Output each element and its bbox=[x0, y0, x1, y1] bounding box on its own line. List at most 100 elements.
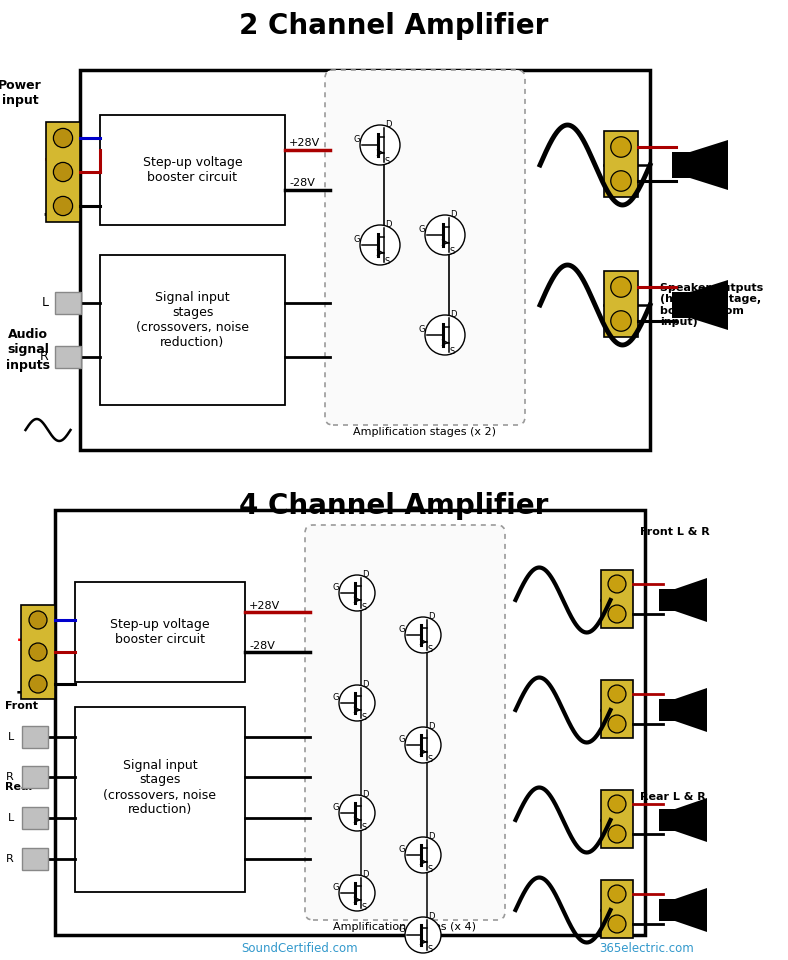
Text: Signal input
stages
(crossovers, noise
reduction): Signal input stages (crossovers, noise r… bbox=[136, 291, 249, 349]
FancyBboxPatch shape bbox=[55, 510, 645, 935]
Text: G: G bbox=[418, 325, 425, 334]
Text: G: G bbox=[333, 804, 339, 812]
Polygon shape bbox=[675, 888, 707, 932]
Text: G: G bbox=[418, 225, 425, 234]
Text: Amplification stages (x 2): Amplification stages (x 2) bbox=[354, 427, 496, 437]
Text: +28V: +28V bbox=[249, 601, 281, 611]
Text: G: G bbox=[399, 925, 405, 934]
Circle shape bbox=[360, 125, 400, 165]
Text: L: L bbox=[42, 297, 49, 309]
Circle shape bbox=[54, 129, 72, 148]
Text: G: G bbox=[333, 883, 339, 892]
Circle shape bbox=[608, 605, 626, 623]
Text: Front L & R: Front L & R bbox=[640, 527, 710, 537]
Text: Step-up voltage
booster circuit: Step-up voltage booster circuit bbox=[110, 618, 210, 646]
Circle shape bbox=[611, 276, 631, 298]
Text: D: D bbox=[450, 310, 456, 319]
Circle shape bbox=[608, 885, 626, 903]
Text: S: S bbox=[362, 713, 367, 722]
FancyBboxPatch shape bbox=[601, 880, 633, 938]
Polygon shape bbox=[690, 140, 728, 190]
Circle shape bbox=[405, 617, 441, 653]
FancyBboxPatch shape bbox=[100, 115, 285, 225]
Circle shape bbox=[425, 315, 465, 355]
Circle shape bbox=[608, 575, 626, 593]
Text: G: G bbox=[354, 135, 360, 144]
Text: −: − bbox=[15, 682, 33, 702]
FancyBboxPatch shape bbox=[604, 131, 638, 197]
Text: S: S bbox=[450, 247, 455, 256]
Circle shape bbox=[611, 311, 631, 331]
Text: 4 Channel Amplifier: 4 Channel Amplifier bbox=[240, 492, 548, 520]
Text: Rear: Rear bbox=[5, 782, 34, 792]
FancyBboxPatch shape bbox=[601, 790, 633, 848]
Text: +: + bbox=[43, 150, 61, 170]
Polygon shape bbox=[659, 899, 675, 921]
Text: D: D bbox=[362, 870, 369, 878]
Circle shape bbox=[29, 675, 47, 693]
Polygon shape bbox=[672, 152, 690, 178]
FancyBboxPatch shape bbox=[22, 766, 48, 788]
FancyBboxPatch shape bbox=[80, 70, 650, 450]
Circle shape bbox=[608, 825, 626, 843]
Text: S: S bbox=[428, 865, 433, 875]
Text: S: S bbox=[428, 945, 433, 954]
Text: Signal input
stages
(crossovers, noise
reduction): Signal input stages (crossovers, noise r… bbox=[103, 758, 217, 817]
FancyBboxPatch shape bbox=[601, 680, 633, 738]
Text: -28V: -28V bbox=[289, 178, 315, 188]
Text: Rear L & R: Rear L & R bbox=[640, 792, 706, 802]
Text: R: R bbox=[6, 853, 14, 864]
FancyBboxPatch shape bbox=[46, 122, 80, 222]
Text: L: L bbox=[8, 732, 14, 741]
Text: L: L bbox=[8, 813, 14, 823]
Text: D: D bbox=[385, 120, 392, 129]
Text: G: G bbox=[399, 735, 405, 744]
Text: 365electric.com: 365electric.com bbox=[599, 943, 693, 955]
Text: D: D bbox=[362, 790, 369, 799]
FancyBboxPatch shape bbox=[325, 70, 525, 425]
Circle shape bbox=[54, 197, 72, 216]
Text: S: S bbox=[362, 823, 367, 832]
Text: R: R bbox=[40, 350, 49, 364]
Text: +: + bbox=[16, 631, 32, 650]
Circle shape bbox=[339, 685, 375, 721]
Text: Amplification stages (x 4): Amplification stages (x 4) bbox=[333, 922, 477, 932]
Text: S: S bbox=[362, 603, 367, 612]
Text: R: R bbox=[6, 772, 14, 782]
Polygon shape bbox=[659, 809, 675, 831]
Text: 2 Channel Amplifier: 2 Channel Amplifier bbox=[240, 12, 548, 40]
FancyBboxPatch shape bbox=[75, 707, 245, 892]
Text: D: D bbox=[385, 220, 392, 229]
Text: -28V: -28V bbox=[249, 641, 275, 651]
Circle shape bbox=[29, 611, 47, 629]
Text: D: D bbox=[362, 570, 369, 579]
Text: D: D bbox=[428, 612, 434, 621]
Circle shape bbox=[608, 915, 626, 933]
Circle shape bbox=[611, 136, 631, 157]
Text: D: D bbox=[428, 912, 434, 921]
Text: G: G bbox=[354, 235, 360, 244]
Circle shape bbox=[405, 837, 441, 873]
Text: G: G bbox=[399, 625, 405, 635]
FancyBboxPatch shape bbox=[21, 605, 55, 699]
Circle shape bbox=[608, 715, 626, 733]
Text: D: D bbox=[428, 722, 434, 731]
Text: Front: Front bbox=[5, 701, 38, 710]
Text: G: G bbox=[333, 584, 339, 592]
Polygon shape bbox=[672, 292, 690, 318]
Text: +28V: +28V bbox=[289, 138, 320, 148]
Text: S: S bbox=[385, 157, 390, 166]
FancyBboxPatch shape bbox=[604, 271, 638, 337]
Polygon shape bbox=[675, 688, 707, 732]
Text: Step-up voltage
booster circuit: Step-up voltage booster circuit bbox=[143, 156, 243, 184]
Text: S: S bbox=[428, 645, 433, 654]
Text: −: − bbox=[42, 202, 62, 226]
Circle shape bbox=[339, 575, 375, 611]
Polygon shape bbox=[675, 798, 707, 842]
Circle shape bbox=[405, 727, 441, 763]
Polygon shape bbox=[675, 578, 707, 622]
Circle shape bbox=[425, 215, 465, 255]
Text: G: G bbox=[399, 846, 405, 854]
FancyBboxPatch shape bbox=[601, 570, 633, 628]
FancyBboxPatch shape bbox=[100, 255, 285, 405]
